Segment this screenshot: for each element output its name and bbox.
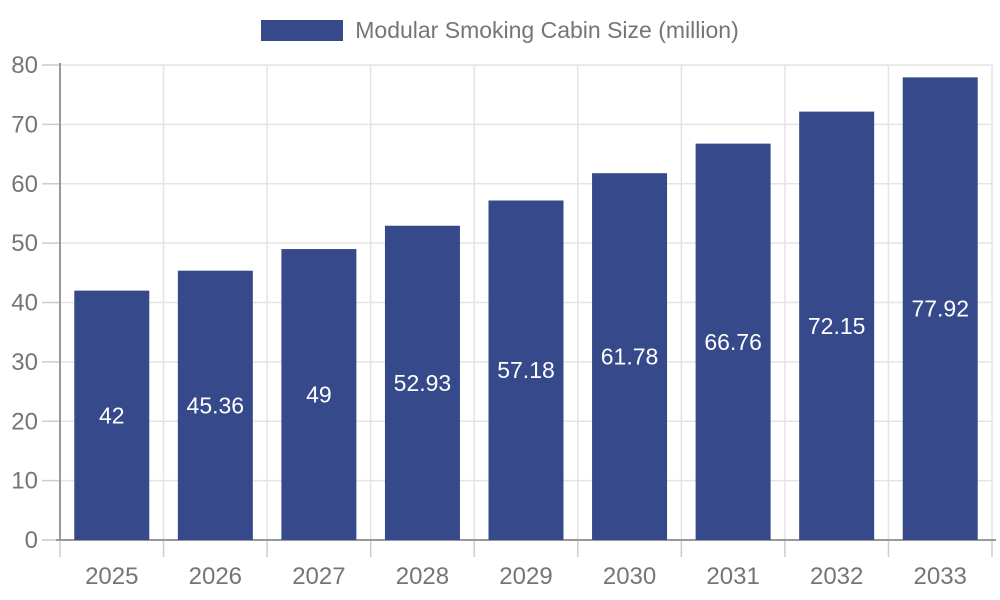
bar[interactable] <box>799 111 875 540</box>
y-tick-label: 40 <box>11 290 38 317</box>
x-tick-label: 2026 <box>189 563 242 590</box>
x-tick-label: 2028 <box>396 563 449 590</box>
y-tick-label: 70 <box>11 111 38 138</box>
bar[interactable] <box>695 143 771 541</box>
x-tick-label: 2033 <box>914 563 967 590</box>
bar[interactable] <box>384 225 460 540</box>
y-tick-label: 10 <box>11 468 38 495</box>
bar-value-label: 72.15 <box>808 313 866 339</box>
bar-value-label: 61.78 <box>601 344 659 370</box>
x-tick-label: 2029 <box>499 563 552 590</box>
bar-value-label: 52.93 <box>394 370 452 396</box>
y-tick-label: 0 <box>25 527 38 554</box>
legend-swatch <box>261 19 344 41</box>
bar[interactable] <box>488 200 564 540</box>
bar-value-label: 45.36 <box>187 392 245 418</box>
bar[interactable] <box>281 249 357 540</box>
y-tick-label: 60 <box>11 171 38 198</box>
legend[interactable]: Modular Smoking Cabin Size (million) <box>0 14 1000 46</box>
x-tick-label: 2025 <box>85 563 138 590</box>
y-tick-label: 50 <box>11 230 38 257</box>
bar-value-label: 57.18 <box>497 357 555 383</box>
x-tick-label: 2031 <box>706 563 759 590</box>
y-tick-label: 80 <box>11 52 38 79</box>
bar[interactable] <box>177 270 253 540</box>
y-tick-label: 20 <box>11 408 38 435</box>
bar-value-label: 42 <box>99 402 125 428</box>
y-tick-label: 30 <box>11 349 38 376</box>
bar-value-label: 66.76 <box>704 329 762 355</box>
x-tick-label: 2027 <box>292 563 345 590</box>
bar-value-label: 49 <box>306 382 332 408</box>
bar[interactable] <box>74 290 150 540</box>
x-tick-label: 2030 <box>603 563 656 590</box>
bar-value-label: 77.92 <box>911 296 969 322</box>
bar[interactable] <box>592 173 668 540</box>
x-tick-label: 2032 <box>810 563 863 590</box>
legend-label: Modular Smoking Cabin Size (million) <box>355 16 739 43</box>
bar[interactable] <box>902 77 978 540</box>
